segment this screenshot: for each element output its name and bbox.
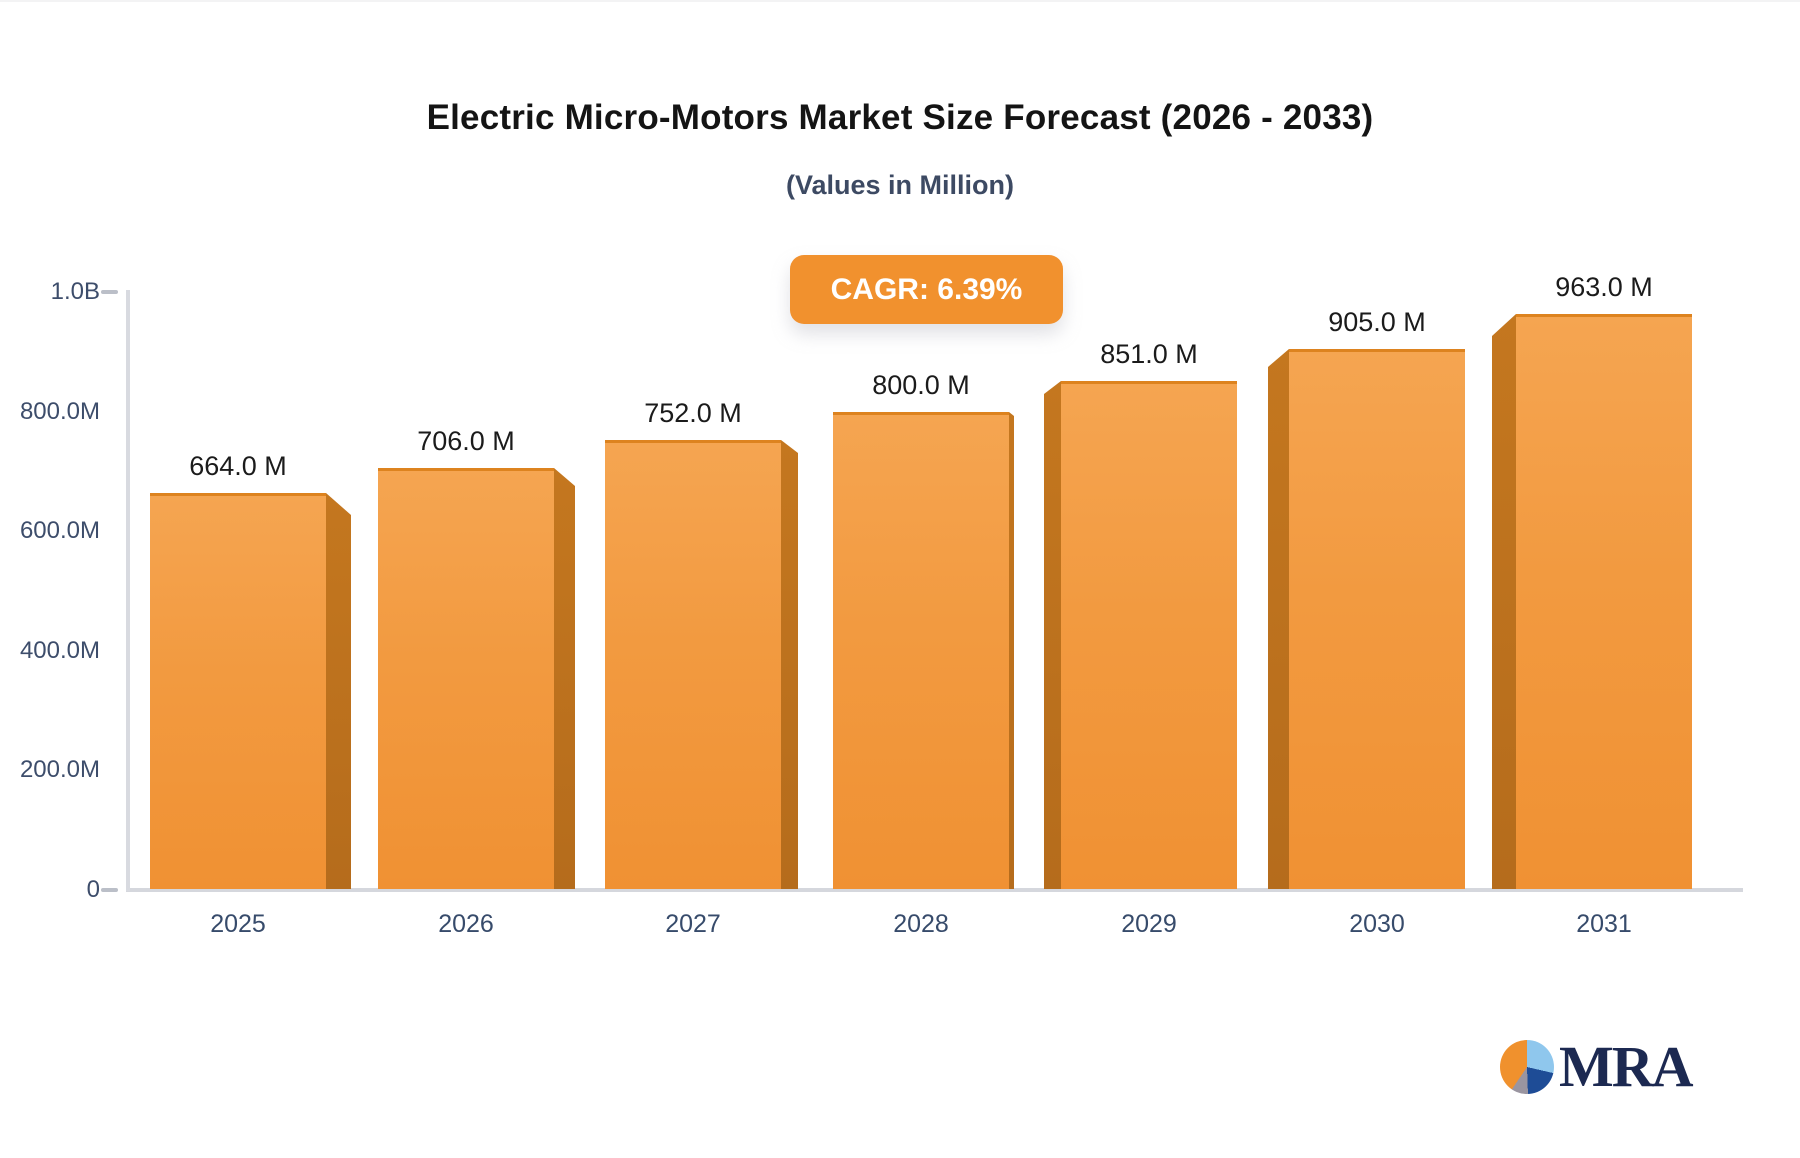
bar-value-label-2027: 752.0 M	[644, 398, 742, 428]
y-tick-label-0: 0	[86, 876, 100, 903]
bar-value-label-2030: 905.0 M	[1328, 307, 1426, 337]
cagr-badge-label: CAGR: 6.39%	[830, 272, 1023, 306]
y-tick-dash	[101, 290, 118, 294]
x-tick-label-2025: 2025	[210, 910, 266, 938]
x-tick-label-2029: 2029	[1121, 910, 1177, 938]
brand-name: MRA	[1559, 1034, 1694, 1099]
bar-2028	[833, 412, 1009, 889]
page-title: Electric Micro-Motors Market Size Foreca…	[426, 98, 1374, 137]
bar-side-face-2031	[1492, 314, 1516, 889]
cagr-badge: CAGR: 6.39%	[790, 255, 1063, 324]
y-tick-label-200.0M: 200.0M	[19, 756, 100, 783]
bar-2031	[1516, 314, 1692, 889]
y-tick-label-400.0M: 400.0M	[19, 637, 100, 664]
bar-side-face-2027	[781, 440, 798, 889]
bar-side-face-2028	[1009, 412, 1014, 889]
x-tick-label-2027: 2027	[665, 910, 721, 938]
bar-2027	[605, 440, 781, 889]
brand-logo: MRA	[1500, 1034, 1694, 1099]
y-tick-dash	[101, 888, 118, 892]
bar-side-face-2025	[326, 493, 351, 889]
bar-value-label-2029: 851.0 M	[1100, 339, 1198, 369]
x-tick-label-2026: 2026	[438, 910, 494, 938]
bar-value-label-2026: 706.0 M	[417, 426, 515, 456]
bar-2026	[378, 468, 554, 889]
x-tick-label-2030: 2030	[1349, 910, 1405, 938]
bar-value-label-2028: 800.0 M	[872, 370, 970, 400]
y-tick-label-800.0M: 800.0M	[19, 398, 100, 425]
y-tick-label-1.0B: 1.0B	[50, 278, 100, 305]
y-axis-line	[126, 290, 130, 891]
bar-side-face-2030	[1268, 349, 1289, 889]
y-tick-label-600.0M: 600.0M	[19, 517, 100, 544]
bar-2025	[150, 493, 326, 889]
bar-value-label-2025: 664.0 M	[189, 451, 287, 481]
x-tick-label-2031: 2031	[1576, 910, 1632, 938]
bar-value-label-2031: 963.0 M	[1555, 272, 1653, 302]
bar-side-face-2029	[1044, 381, 1061, 889]
x-axis-line	[126, 888, 1743, 892]
bar-2030	[1289, 349, 1465, 889]
x-tick-label-2028: 2028	[893, 910, 949, 938]
pie-chart-icon	[1500, 1040, 1554, 1094]
page-subtitle: (Values in Million)	[785, 170, 1015, 200]
bar-2029	[1061, 381, 1237, 889]
bar-side-face-2026	[554, 468, 575, 889]
